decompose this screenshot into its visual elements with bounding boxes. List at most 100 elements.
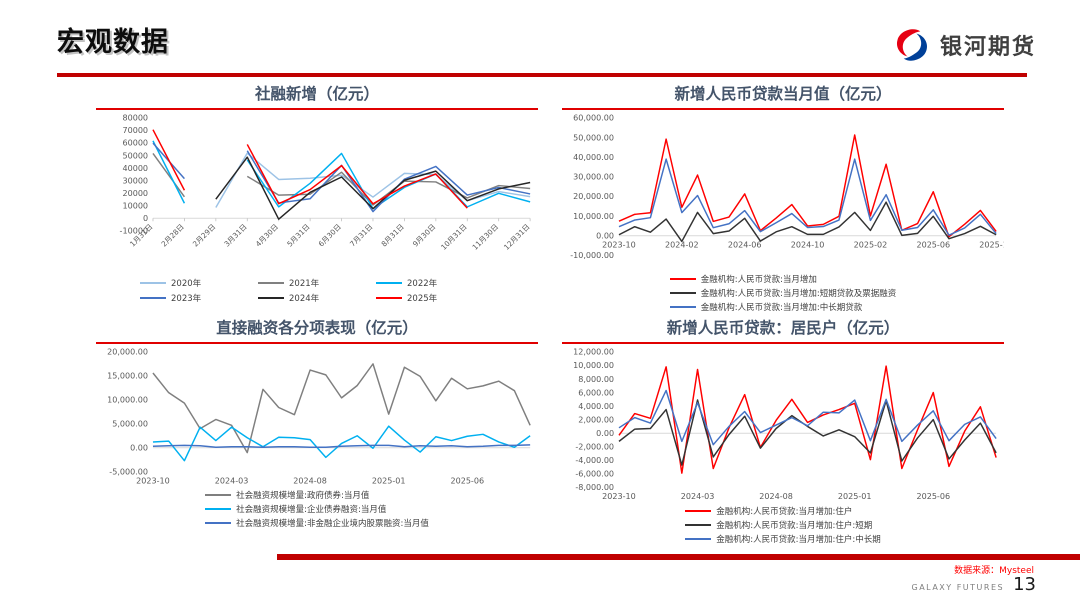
legend-label: 社会融资规模增量:政府债券:当月值 (236, 491, 370, 502)
svg-text:10000: 10000 (122, 201, 148, 210)
chart-card-direct-financing: 直接融资各分项表现（亿元） 20,000.00 15,000.00 10,000.0… (96, 319, 538, 545)
series-line (215, 156, 531, 220)
svg-text:20,000.00: 20,000.00 (573, 192, 614, 201)
svg-text:-10,000.00: -10,000.00 (570, 251, 614, 260)
series-line (618, 365, 997, 474)
svg-text:2024-03: 2024-03 (681, 492, 715, 501)
svg-text:50,000.00: 50,000.00 (573, 133, 614, 142)
svg-text:2025-02: 2025-02 (854, 240, 888, 249)
legend-label: 社会融资规模增量:非金融企业境内股票融资:当月值 (236, 519, 429, 530)
svg-text:8月31日: 8月31日 (379, 222, 405, 248)
svg-text:12,000.00: 12,000.00 (573, 347, 614, 356)
legend-swatch (258, 281, 284, 284)
y-axis-labels: 60,000.00 50,000.00 40,000.00 30,000.00 20,0… (570, 113, 614, 260)
legend-item: 2023年 (140, 292, 258, 304)
chart-title: 直接融资各分项表现（亿元） (216, 318, 418, 337)
chart-title-underline (562, 341, 1004, 344)
svg-text:12月31日: 12月31日 (502, 222, 532, 252)
svg-text:2025-01: 2025-01 (372, 476, 406, 485)
svg-text:2025-01: 2025-01 (838, 492, 872, 501)
svg-text:4月30日: 4月30日 (254, 222, 280, 248)
svg-text:2024-08: 2024-08 (293, 476, 327, 485)
brand-logo: 银河期货 (893, 26, 1036, 64)
legend-swatch (140, 281, 166, 284)
series-line (618, 158, 997, 236)
legend-item: 社会融资规模增量:企业债券融资:当月值 (205, 503, 429, 515)
title-underline (57, 73, 1027, 77)
series-line (152, 362, 531, 454)
svg-text:30,000.00: 30,000.00 (573, 172, 614, 181)
svg-text:60,000.00: 60,000.00 (573, 113, 614, 122)
svg-text:10,000.00: 10,000.00 (573, 212, 614, 221)
y-axis-labels: 80000 70000 60000 50000 40000 30000 20000 10000… (120, 113, 149, 235)
svg-text:2024-10: 2024-10 (791, 240, 825, 249)
legend-item: 金融机构:人民币贷款:当月增加:短期贷款及票据融资 (669, 287, 896, 299)
svg-text:30000: 30000 (122, 176, 148, 185)
svg-text:6月30日: 6月30日 (317, 222, 343, 248)
series-line (152, 152, 531, 206)
svg-text:2024-08: 2024-08 (759, 492, 793, 501)
chart-title: 新增人民币贷款当月值（亿元） (674, 85, 892, 103)
page-number: 13 (1013, 574, 1036, 595)
legend-label: 2020年 (171, 278, 202, 289)
svg-text:8,000.00: 8,000.00 (578, 374, 614, 383)
legend-label: 2021年 (289, 278, 320, 289)
chart-title: 社融新增（亿元） (254, 85, 379, 103)
svg-text:2024-03: 2024-03 (215, 476, 249, 485)
svg-text:70000: 70000 (122, 126, 148, 135)
legend-label: 金融机构:人民币贷款:当月增加:中长期贷款 (700, 302, 863, 313)
series-line (215, 152, 531, 208)
chart-card-new-rmb-loans: 新增人民币贷款当月值（亿元） 60,000.00 50,000.00 40,000.… (562, 85, 1004, 313)
legend-swatch (685, 537, 712, 540)
legend-swatch (376, 296, 402, 299)
legend: 金融机构:人民币贷款:当月增加 金融机构:人民币贷款:当月增加:短期贷款及票据融资… (669, 273, 897, 313)
brand-name-text: 银河期货 (939, 35, 1036, 60)
svg-text:10,000.00: 10,000.00 (573, 361, 614, 370)
svg-text:-10000: -10000 (120, 226, 149, 235)
svg-text:2025-06: 2025-06 (450, 476, 484, 485)
svg-text:60000: 60000 (122, 139, 148, 148)
x-axis-labels: 2023-10 2024-02 2024-06 2024-10 2025-02 2025-… (602, 240, 1004, 249)
svg-text:10月31日: 10月31日 (439, 222, 469, 252)
legend-swatch (258, 296, 284, 299)
legend-item: 2021年 (258, 277, 376, 289)
svg-text:2025-06: 2025-06 (916, 240, 950, 249)
svg-text:10,000.00: 10,000.00 (107, 395, 148, 404)
svg-text:15,000.00: 15,000.00 (107, 371, 148, 380)
legend-label: 2025年 (407, 293, 438, 304)
legend-item: 金融机构:人民币贷款:当月增加:中长期贷款 (669, 301, 897, 313)
svg-text:11月30日: 11月30日 (470, 222, 500, 252)
svg-text:4,000.00: 4,000.00 (578, 402, 614, 411)
svg-text:80000: 80000 (122, 113, 148, 122)
svg-text:7月31日: 7月31日 (348, 222, 374, 248)
svg-text:-2,000.00: -2,000.00 (575, 442, 614, 451)
svg-text:0.00: 0.00 (130, 443, 148, 452)
legend-item: 2022年 (376, 277, 494, 289)
legend-swatch (205, 508, 232, 511)
series-line (152, 443, 531, 448)
legend-item: 2020年 (140, 277, 258, 289)
svg-text:3月31日: 3月31日 (222, 222, 248, 248)
social-financing-plot: 80000 70000 60000 50000 40000 30000 20000 10000… (120, 113, 532, 252)
svg-text:-5,000.00: -5,000.00 (109, 467, 148, 476)
chart-title-underline (96, 341, 538, 344)
y-axis-labels: 12,000.00 10,000.00 8,000.00 6,000.00 4,000.… (573, 347, 614, 492)
series-line (618, 134, 997, 238)
legend-label: 2022年 (407, 278, 438, 289)
svg-text:2023-10: 2023-10 (602, 240, 636, 249)
legend-label: 2023年 (171, 293, 202, 304)
svg-text:2月29日: 2月29日 (191, 222, 217, 248)
svg-text:-8,000.00: -8,000.00 (575, 483, 614, 492)
series-line (618, 201, 997, 242)
legend-label: 金融机构:人民币贷款:当月增加:住户:短期 (716, 520, 873, 531)
legend-swatch (669, 305, 696, 308)
svg-text:0: 0 (143, 214, 148, 223)
legend-item: 社会融资规模增量:非金融企业境内股票融资:当月值 (205, 517, 429, 529)
legend-swatch (140, 296, 166, 299)
y-axis-labels: 20,000.00 15,000.00 10,000.00 5,000.00 0.00 -… (107, 347, 148, 476)
svg-text:2025-06: 2025-06 (916, 492, 950, 501)
svg-text:50000: 50000 (122, 151, 148, 160)
svg-text:0.00: 0.00 (596, 429, 614, 438)
chart-card-social-financing: 社融新增（亿元） 80000 70000 60000 50000 40000 30000 2… (96, 85, 538, 313)
svg-text:-6,000.00: -6,000.00 (575, 469, 614, 478)
